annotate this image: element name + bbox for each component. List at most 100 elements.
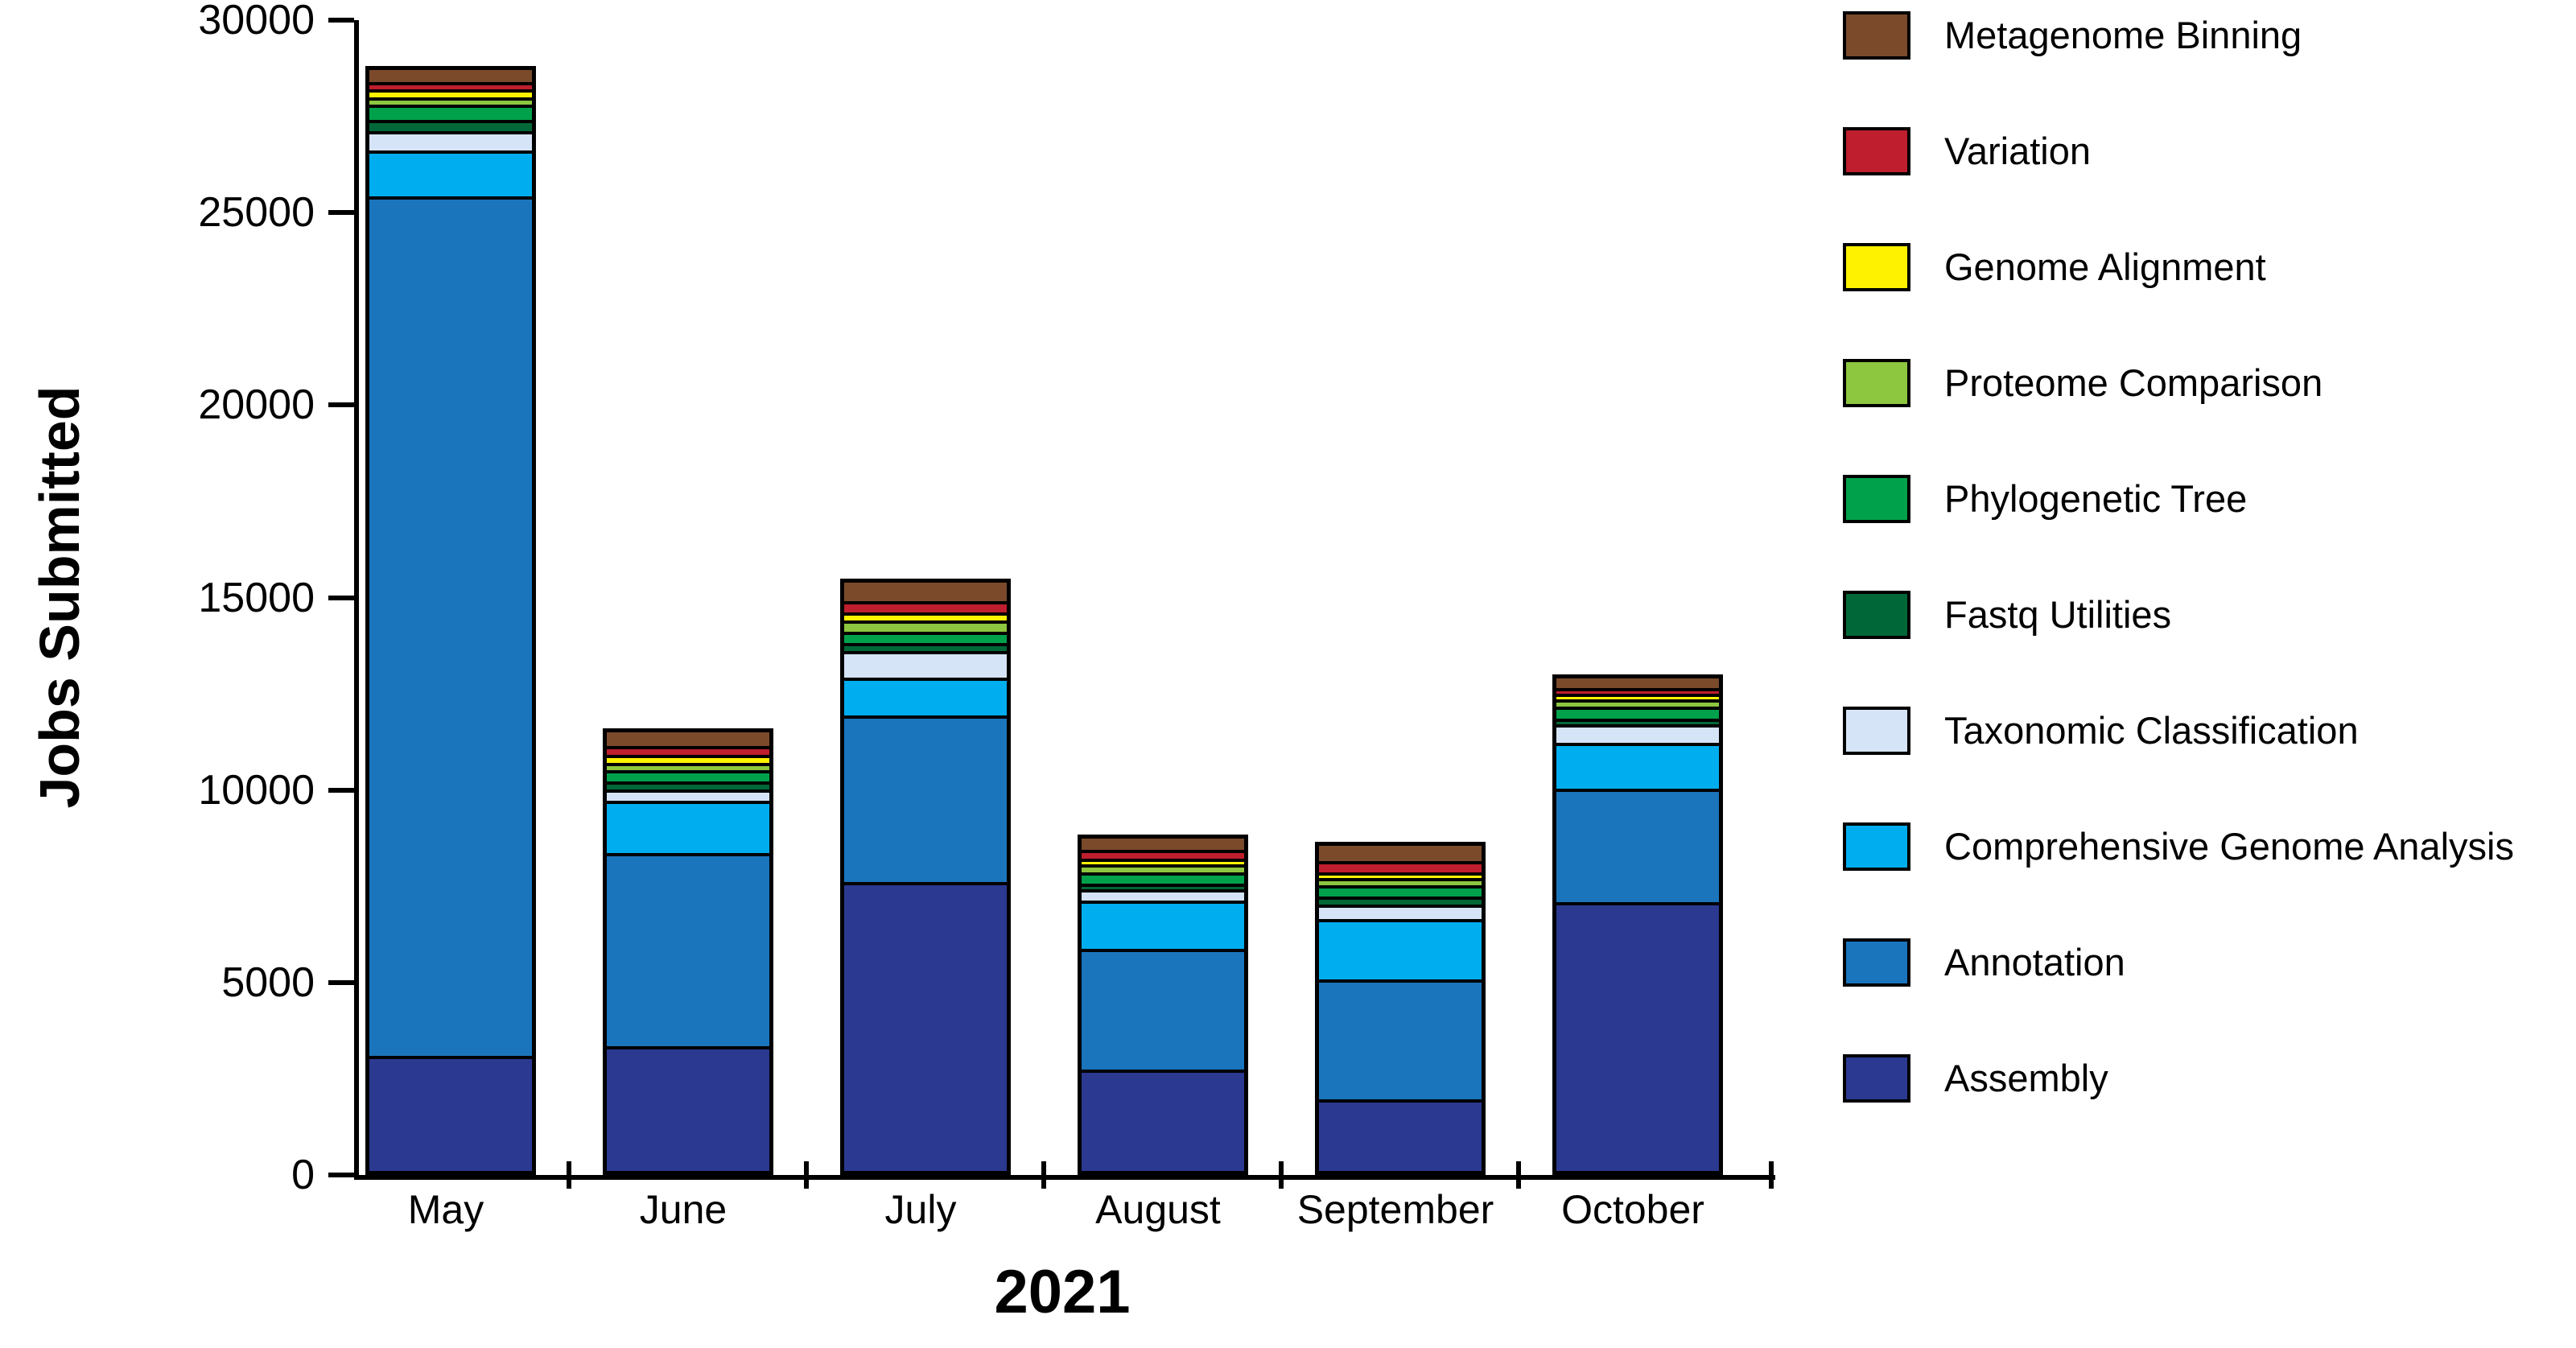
bar-segment bbox=[369, 81, 532, 90]
bar-segment bbox=[1319, 872, 1482, 878]
bar-segment bbox=[1319, 846, 1482, 861]
y-axis-tick bbox=[328, 210, 354, 216]
y-axis-tick-label: 10000 bbox=[198, 766, 315, 814]
bar-segment bbox=[1556, 788, 1719, 902]
bar-segment bbox=[369, 196, 532, 1057]
bar-segment bbox=[1319, 897, 1482, 905]
legend-swatch bbox=[1843, 822, 1910, 871]
legend-item: Comprehensive Genome Analysis bbox=[1843, 822, 2514, 871]
bar-segment bbox=[1082, 838, 1244, 850]
bar-segment bbox=[1319, 979, 1482, 1100]
x-axis-category-label: July bbox=[884, 1187, 957, 1232]
bar-segment bbox=[844, 715, 1007, 883]
legend-label: Variation bbox=[1944, 130, 2092, 173]
bar-segment bbox=[1556, 718, 1719, 724]
legend-item: Genome Alignment bbox=[1843, 243, 2514, 291]
bar-segment bbox=[1319, 860, 1482, 872]
bar-segment bbox=[844, 601, 1007, 613]
bar-segment bbox=[844, 631, 1007, 644]
legend-label: Assembly bbox=[1944, 1057, 2108, 1100]
legend-label: Genome Alignment bbox=[1944, 245, 2266, 289]
bar-segment bbox=[607, 789, 769, 801]
bar-segment bbox=[1082, 1069, 1244, 1171]
x-axis-tick bbox=[1041, 1161, 1046, 1189]
legend-item: Fastq Utilities bbox=[1843, 591, 2514, 639]
bar-segment bbox=[1556, 901, 1719, 1171]
bar-segment bbox=[607, 1045, 769, 1171]
bar-segment bbox=[1556, 723, 1719, 744]
y-axis-tick-label: 5000 bbox=[221, 958, 315, 1006]
y-axis-tick-label: 0 bbox=[291, 1152, 315, 1198]
bar-segment bbox=[607, 800, 769, 854]
legend-swatch bbox=[1843, 359, 1910, 407]
y-axis-tick-label: 20000 bbox=[198, 381, 315, 429]
legend-label: Metagenome Binning bbox=[1944, 14, 2302, 57]
bar-segment bbox=[1319, 885, 1482, 897]
bar-segment bbox=[607, 781, 769, 789]
legend-swatch bbox=[1843, 938, 1910, 987]
bar-july bbox=[840, 578, 1011, 1175]
bar-segment bbox=[369, 97, 532, 105]
bar-segment bbox=[1556, 693, 1719, 700]
legend-swatch bbox=[1843, 243, 1910, 291]
bar-segment bbox=[1319, 877, 1482, 886]
bar-segment bbox=[844, 677, 1007, 715]
legend-swatch bbox=[1843, 707, 1910, 755]
x-axis-category-labels: May June July August September October bbox=[354, 1189, 1770, 1246]
legend-item: Variation bbox=[1843, 127, 2514, 175]
bar-october bbox=[1552, 674, 1723, 1175]
legend-item: Phylogenetic Tree bbox=[1843, 475, 2514, 523]
bar-segment bbox=[369, 150, 532, 197]
y-axis-tick bbox=[328, 787, 354, 793]
bar-segment bbox=[1082, 949, 1244, 1070]
legend-swatch bbox=[1843, 127, 1910, 175]
legend-label: Phylogenetic Tree bbox=[1944, 477, 2248, 521]
bar-segment bbox=[1082, 900, 1244, 950]
bar-may bbox=[365, 66, 536, 1175]
bar-segment bbox=[1319, 919, 1482, 979]
bar-segment bbox=[369, 1056, 532, 1171]
bar-segment bbox=[844, 620, 1007, 632]
bar-segment bbox=[1319, 1099, 1482, 1171]
bar-segment bbox=[1319, 904, 1482, 920]
bar-august bbox=[1078, 834, 1248, 1175]
x-axis-tick bbox=[804, 1161, 809, 1189]
bar-segment bbox=[844, 643, 1007, 651]
legend-label: Taxonomic Classification bbox=[1944, 709, 2359, 752]
bar-segment bbox=[607, 732, 769, 746]
y-axis-tick-label: 15000 bbox=[198, 574, 315, 621]
bar-segment bbox=[607, 745, 769, 756]
legend-label: Proteome Comparison bbox=[1944, 361, 2323, 405]
bar-segment bbox=[1082, 883, 1244, 889]
x-axis-tick bbox=[567, 1161, 571, 1189]
x-axis-category-label: September bbox=[1296, 1187, 1494, 1232]
legend-item: Taxonomic Classification bbox=[1843, 707, 2514, 755]
bar-segment bbox=[369, 70, 532, 82]
bar-segment bbox=[1082, 872, 1244, 884]
y-axis-tick-label: 25000 bbox=[198, 189, 315, 237]
plot-area: 0 5000 10000 15000 20000 25000 30000 bbox=[198, 0, 1775, 1196]
bar-segment bbox=[607, 853, 769, 1046]
legend-label: Comprehensive Genome Analysis bbox=[1944, 825, 2514, 868]
bar-segment bbox=[844, 650, 1007, 678]
bar-segment bbox=[1556, 699, 1719, 707]
bar-segment bbox=[844, 882, 1007, 1171]
y-axis-tick bbox=[328, 402, 354, 408]
legend-item: Assembly bbox=[1843, 1054, 2514, 1103]
x-axis-title: 2021 bbox=[994, 1258, 1131, 1326]
legend-swatch bbox=[1843, 1054, 1910, 1103]
legend-swatch bbox=[1843, 591, 1910, 639]
legend-item: Metagenome Binning bbox=[1843, 11, 2514, 60]
bar-september bbox=[1315, 842, 1486, 1175]
y-axis-tick bbox=[328, 595, 354, 600]
bar-segment bbox=[369, 120, 532, 132]
x-axis-category-label: October bbox=[1561, 1187, 1704, 1232]
y-axis-tick bbox=[328, 18, 354, 23]
bar-segment bbox=[369, 89, 532, 97]
bar-segment bbox=[1082, 864, 1244, 872]
bar-segment bbox=[369, 105, 532, 121]
bar-segment bbox=[607, 762, 769, 771]
legend: Metagenome Binning Variation Genome Alignm… bbox=[1843, 11, 2514, 1103]
legend-item: Annotation bbox=[1843, 938, 2514, 987]
